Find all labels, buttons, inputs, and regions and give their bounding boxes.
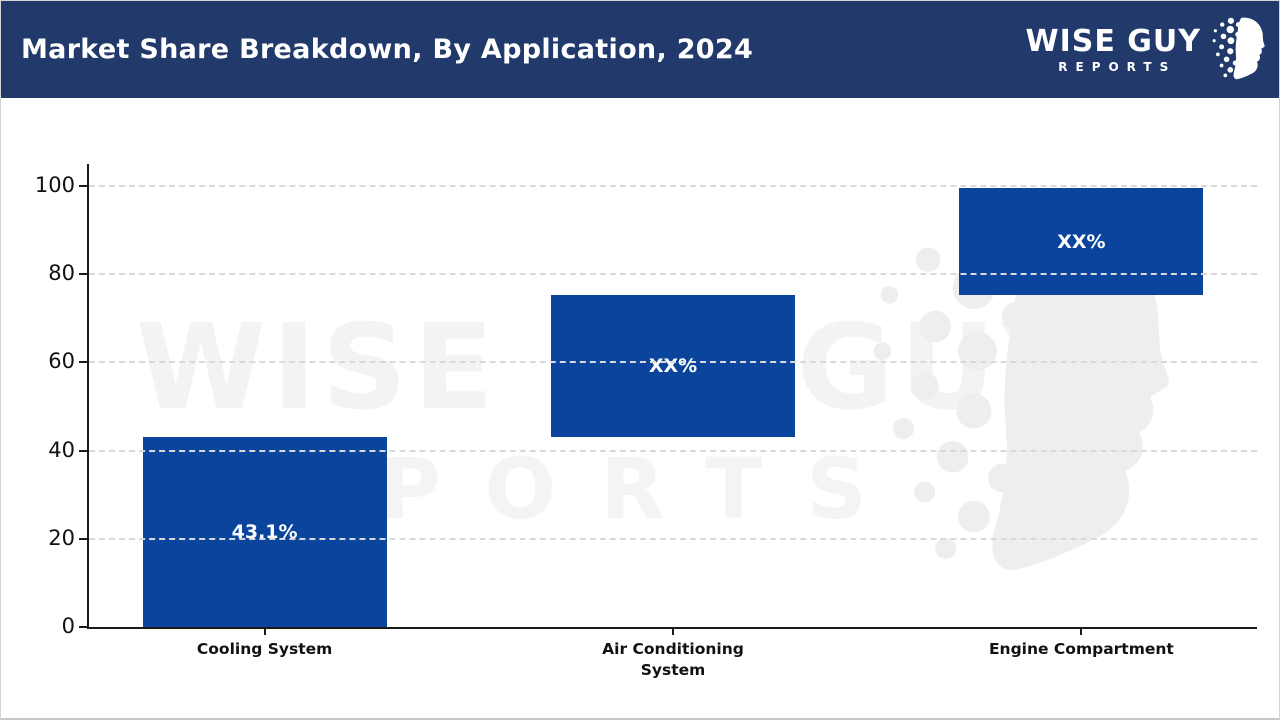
y-axis-tick-label: 60 bbox=[48, 349, 75, 374]
face-profile-shape bbox=[992, 220, 1169, 570]
y-axis-line bbox=[87, 164, 89, 629]
y-axis-tick-label: 100 bbox=[34, 173, 75, 198]
head-profile-icon bbox=[1212, 17, 1265, 79]
page-title: Market Share Breakdown, By Application, … bbox=[21, 34, 754, 65]
chart-canvas: WISE GUY REPORTS 43.1% XX% XX% 0 20 40 bbox=[1, 98, 1279, 718]
bar-segment: XX% bbox=[959, 187, 1204, 296]
bar-segment: 43.1% bbox=[142, 436, 387, 627]
gridline bbox=[89, 361, 1257, 364]
face-profile-shape bbox=[1233, 17, 1265, 79]
brand-logo-text: WISE GUY REPORTS bbox=[1025, 23, 1201, 74]
y-axis-tick-label: 80 bbox=[48, 261, 75, 286]
y-axis-tick bbox=[79, 626, 87, 628]
bar-value-label: 43.1% bbox=[231, 520, 298, 543]
gridline bbox=[89, 273, 1257, 276]
y-axis-tick bbox=[79, 185, 87, 188]
y-axis-tick bbox=[79, 537, 87, 540]
dot-cluster bbox=[1212, 17, 1241, 77]
gridline bbox=[89, 185, 1257, 188]
category-label: Engine Compartment bbox=[921, 639, 1241, 660]
bar-value-label: XX% bbox=[1057, 230, 1106, 253]
x-axis-tick bbox=[1080, 629, 1083, 635]
category-label: Air Conditioning System bbox=[513, 639, 833, 681]
logo-wordmark: WISE GUY bbox=[1025, 23, 1201, 59]
category-label-text: Cooling System bbox=[196, 640, 333, 658]
plot-area: 43.1% XX% XX% 0 20 40 60 80 100 Cooling System Air… bbox=[1, 98, 1279, 718]
gridline bbox=[89, 449, 1257, 452]
brand-logo: WISE GUY REPORTS bbox=[1025, 14, 1265, 86]
gridline bbox=[89, 537, 1257, 540]
x-axis-line bbox=[87, 627, 1257, 629]
header-bar: Market Share Breakdown, By Application, … bbox=[1, 1, 1279, 98]
y-axis-tick bbox=[79, 449, 87, 452]
y-axis-tick-label: 0 bbox=[61, 614, 75, 638]
x-axis-tick bbox=[263, 629, 266, 635]
logo-subtitle: REPORTS bbox=[1058, 59, 1177, 74]
y-axis-tick-label: 40 bbox=[48, 437, 75, 462]
y-axis-tick-label: 20 bbox=[48, 525, 75, 550]
category-label-text: Engine Compartment bbox=[988, 640, 1174, 658]
bar-segment: XX% bbox=[551, 295, 795, 437]
category-label: Cooling System bbox=[105, 639, 425, 660]
bar-value-label: XX% bbox=[648, 355, 698, 378]
x-axis-tick bbox=[672, 629, 674, 635]
category-label-text: Air Conditioning System bbox=[602, 640, 744, 679]
y-axis-tick bbox=[79, 273, 87, 276]
y-axis-tick bbox=[79, 361, 87, 364]
